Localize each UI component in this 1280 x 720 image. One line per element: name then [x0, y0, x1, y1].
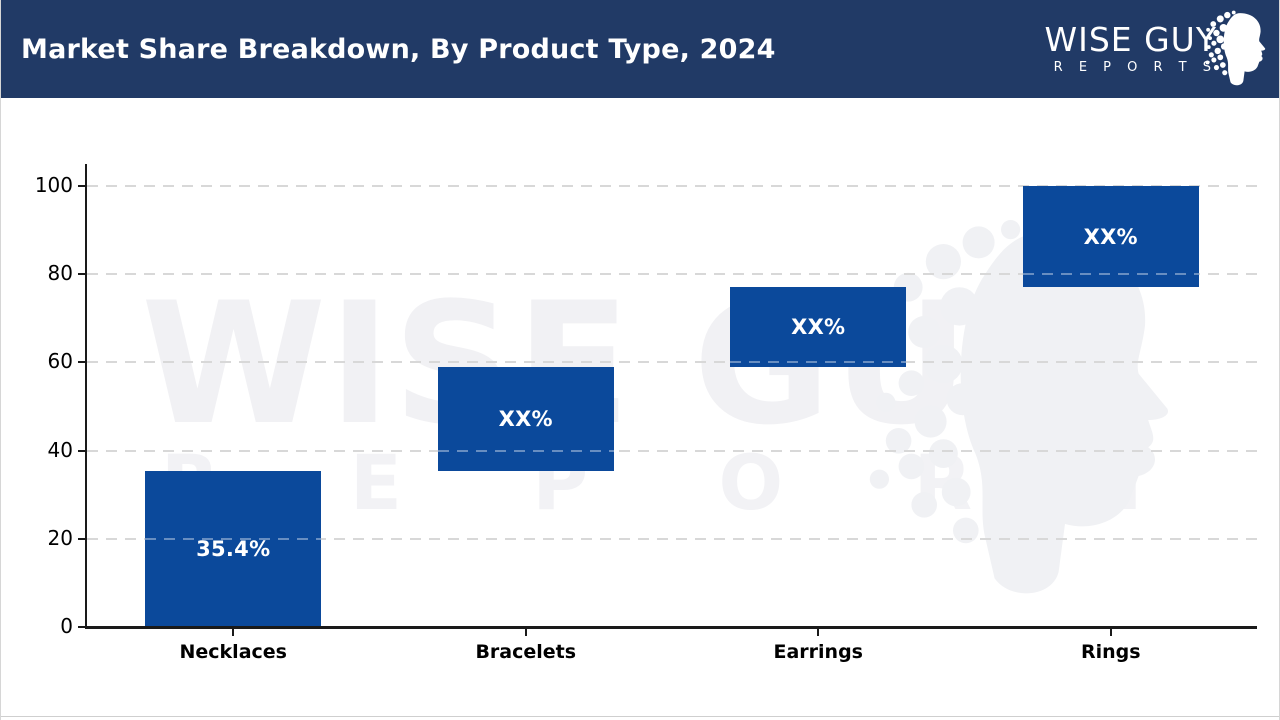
gridline: [87, 449, 1257, 452]
x-tick: [524, 628, 527, 636]
bar-value-label: 35.4%: [196, 536, 271, 561]
y-tick-label: 60: [47, 349, 73, 374]
x-tick: [1109, 628, 1112, 636]
x-axis: [85, 626, 1257, 629]
gridline: [87, 273, 1257, 276]
y-tick-label: 20: [47, 525, 73, 550]
y-axis: [85, 164, 87, 629]
y-tick: [78, 537, 87, 540]
bar: 35.4%: [145, 470, 322, 627]
y-tick: [78, 185, 87, 187]
y-tick: [78, 626, 87, 628]
y-tick-label: 0: [60, 614, 73, 638]
bar: XX%: [730, 287, 907, 367]
bar: XX%: [1022, 186, 1199, 288]
logo-tagline: R E P O R T S: [1053, 59, 1217, 75]
y-tick-label: 80: [47, 261, 73, 286]
category-label: Rings: [1080, 641, 1141, 663]
category-label: Earrings: [773, 641, 864, 663]
header-banner: Market Share Breakdown, By Product Type,…: [1, 0, 1279, 98]
gridline-over-bar: [1022, 273, 1199, 276]
bar-value-label: XX%: [791, 315, 846, 340]
chart-canvas: WISE GUY R E P O R T S 35.4% Necklaces XX%…: [1, 98, 1279, 720]
gridline: [87, 185, 1257, 187]
wise-guy-logo: WISE GUY R E P O R T S: [1044, 9, 1267, 89]
bar: XX%: [437, 366, 614, 471]
y-tick: [78, 449, 87, 452]
bar-value-label: XX%: [498, 406, 553, 431]
y-tick: [78, 273, 87, 276]
logo-text: WISE GUY R E P O R T S: [1044, 23, 1217, 75]
bar-value-label: XX%: [1083, 224, 1138, 249]
gridline-over-bar: [437, 449, 614, 452]
category-label: Bracelets: [475, 641, 577, 663]
gridline-over-bar: [145, 537, 322, 540]
category-label: Necklaces: [179, 641, 287, 663]
gridline: [87, 537, 1257, 540]
logo-name: WISE GUY: [1044, 20, 1217, 60]
page-title: Market Share Breakdown, By Product Type,…: [21, 33, 776, 65]
gridline-over-bar: [730, 361, 907, 364]
y-tick-label: 100: [34, 173, 73, 197]
x-tick: [232, 628, 235, 636]
y-tick: [78, 361, 87, 364]
gridline: [87, 361, 1257, 364]
x-tick: [817, 628, 820, 636]
y-tick-label: 40: [47, 437, 73, 462]
